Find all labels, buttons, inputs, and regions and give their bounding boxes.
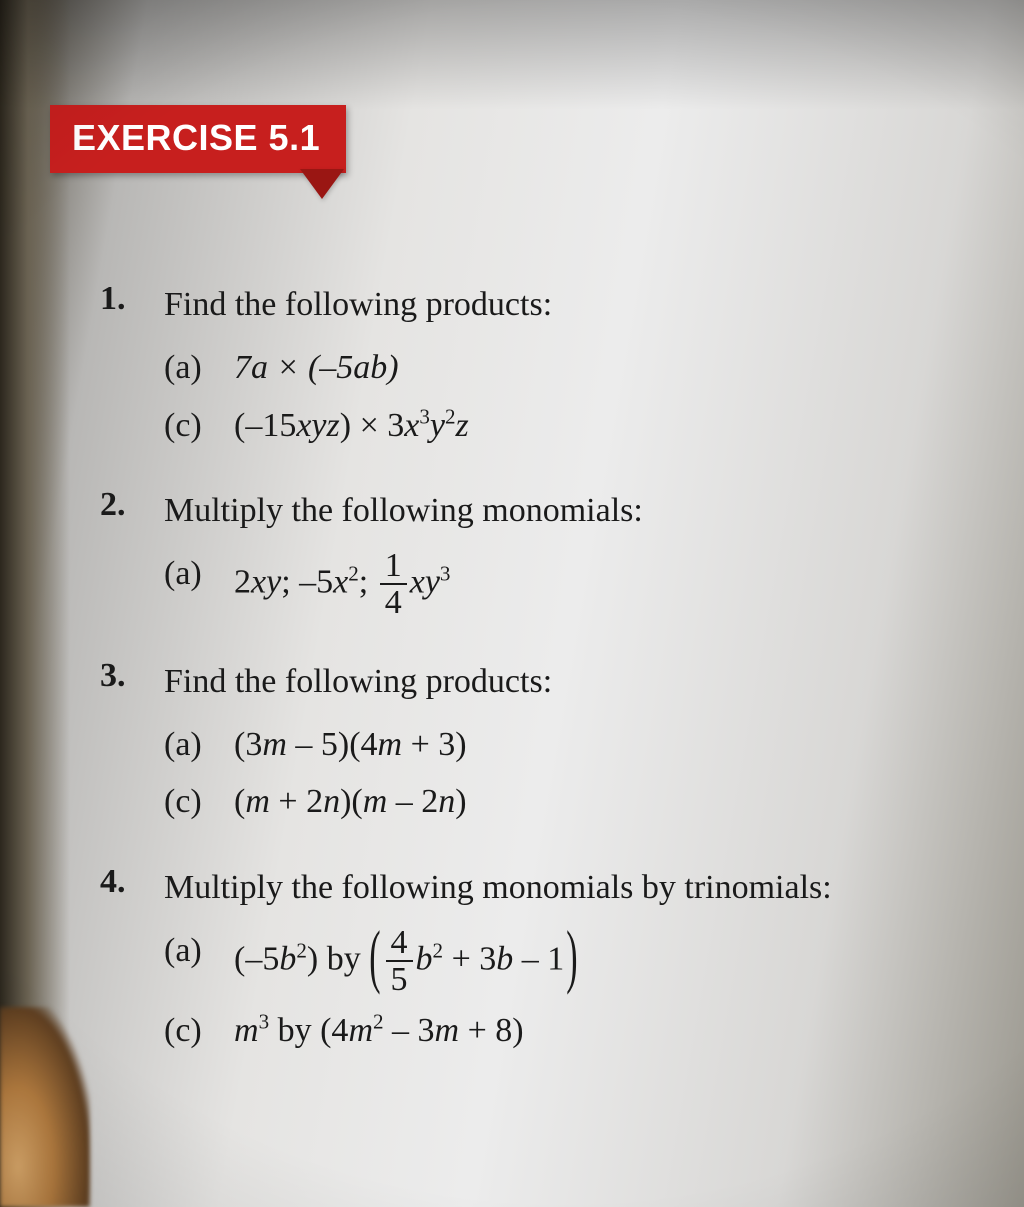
option-label: (c) [164, 401, 234, 450]
fraction: 1 4 [380, 549, 407, 621]
option-label: (a) [164, 343, 234, 392]
option-4c: (c) m3 by (4m2 – 3m + 8) [164, 1006, 994, 1055]
question-text: Multiply the following monomials: [164, 486, 994, 535]
option-value: (–15xyz) × 3x3y2z [234, 407, 469, 444]
option-value: 2xy; –5x2; 1 4 xy3 [234, 549, 994, 621]
option-4a: (a) (–5b2) by ( 4 5 b2 + 3b – 1) [164, 926, 994, 998]
fraction-denominator: 4 [380, 585, 407, 621]
option-label: (a) [164, 720, 234, 769]
question-number: 1. [100, 280, 164, 458]
question-number: 3. [100, 657, 164, 835]
option-2a: (a) 2xy; –5x2; 1 4 xy3 [164, 549, 994, 621]
exercise-header: EXERCISE 5.1 [50, 105, 346, 173]
option-1a: (a) 7a × (–5ab) [164, 343, 994, 392]
option-label: (a) [164, 926, 234, 998]
question-text: Find the following products: [164, 657, 994, 706]
option-value: 7a × (–5ab) [234, 349, 399, 386]
option-value: (m + 2n)(m – 2n) [234, 777, 994, 826]
option-label: (c) [164, 777, 234, 826]
fraction-denominator: 5 [386, 962, 413, 998]
option-value: (–5b2) by ( 4 5 b2 + 3b – 1) [234, 926, 994, 998]
page-top-shadow [0, 0, 1024, 110]
fraction-numerator: 1 [380, 549, 407, 585]
question-text: Multiply the following monomials by trin… [164, 863, 994, 912]
fraction-numerator: 4 [386, 926, 413, 962]
thumb-shadow [0, 1007, 90, 1207]
question-1: 1. Find the following products: (a) 7a ×… [100, 280, 994, 458]
option-1c: (c) (–15xyz) × 3x3y2z [164, 401, 994, 450]
question-number: 4. [100, 863, 164, 1063]
question-2: 2. Multiply the following monomials: (a)… [100, 486, 994, 629]
question-4: 4. Multiply the following monomials by t… [100, 863, 994, 1063]
option-label: (c) [164, 1006, 234, 1055]
question-number: 2. [100, 486, 164, 629]
fraction: 4 5 [386, 926, 413, 998]
question-text: Find the following products: [164, 280, 994, 329]
option-value: m3 by (4m2 – 3m + 8) [234, 1006, 994, 1055]
option-label: (a) [164, 549, 234, 621]
exercise-content: 1. Find the following products: (a) 7a ×… [100, 280, 994, 1091]
question-3: 3. Find the following products: (a) (3m … [100, 657, 994, 835]
option-value: (3m – 5)(4m + 3) [234, 720, 994, 769]
exercise-header-label: EXERCISE 5.1 [72, 117, 320, 158]
big-paren-right: ) [566, 905, 577, 1009]
exercise-header-tail [300, 169, 344, 199]
big-paren-left: ( [369, 905, 380, 1009]
option-3a: (a) (3m – 5)(4m + 3) [164, 720, 994, 769]
option-3c: (c) (m + 2n)(m – 2n) [164, 777, 994, 826]
